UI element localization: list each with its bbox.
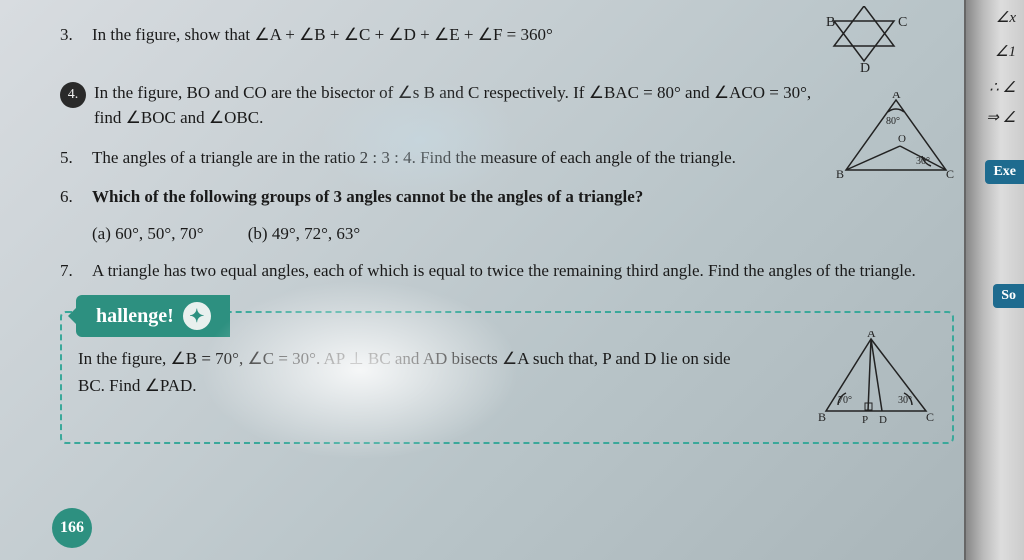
problem-4: 4. In the figure, BO and CO are the bise… — [60, 80, 954, 131]
svg-text:70°: 70° — [838, 395, 852, 406]
challenge-badge: hallenge! ✦ — [76, 295, 230, 337]
svg-text:B: B — [826, 15, 835, 30]
challenge-box: hallenge! ✦ A B C P D 70° 30° In the fig… — [60, 311, 954, 444]
svg-text:B: B — [836, 167, 844, 181]
problem-number-circled: 4. — [60, 82, 86, 108]
problem-number: 7. — [60, 258, 92, 284]
page-number: 166 — [60, 519, 84, 537]
svg-text:P: P — [862, 414, 868, 426]
figure-triangle-bisector: A B C O 80° 30° — [836, 92, 956, 182]
svg-text:C: C — [898, 15, 907, 30]
problem-6-options: (a) 60°, 50°, 70° (b) 49°, 72°, 63° — [92, 224, 954, 244]
option-b: (b) 49°, 72°, 63° — [248, 224, 360, 244]
svg-text:C: C — [946, 167, 954, 181]
svg-text:30°: 30° — [898, 395, 912, 406]
textbook-page: B C D A B C O 80° 30° 3. In the figure, … — [0, 0, 1024, 452]
figure-challenge: A B C P D 70° 30° — [816, 331, 936, 426]
svg-text:D: D — [860, 61, 870, 76]
problem-number: 6. — [60, 184, 92, 210]
svg-text:A: A — [892, 92, 901, 101]
svg-text:O: O — [898, 133, 906, 145]
problem-text: In the figure, BO and CO are the bisecto… — [94, 80, 814, 131]
svg-text:80°: 80° — [886, 116, 900, 127]
problem-number: 5. — [60, 145, 92, 171]
problem-text: Which of the following groups of 3 angle… — [92, 184, 954, 210]
problem-text: A triangle has two equal angles, each of… — [92, 258, 954, 284]
problem-text: The angles of a triangle are in the rati… — [92, 145, 812, 171]
svg-text:30°: 30° — [916, 156, 930, 167]
challenge-badge-label: hallenge! — [96, 300, 174, 332]
problem-number: 3. — [60, 22, 92, 48]
page-number-badge: 166 — [52, 508, 92, 548]
svg-text:B: B — [818, 410, 826, 424]
svg-text:C: C — [926, 410, 934, 424]
problem-5: 5. The angles of a triangle are in the r… — [60, 145, 954, 171]
svg-text:A: A — [867, 331, 876, 340]
globe-icon: ✦ — [180, 299, 214, 333]
option-a: (a) 60°, 50°, 70° — [92, 224, 204, 244]
problem-6: 6. Which of the following groups of 3 an… — [60, 184, 954, 210]
problem-7: 7. A triangle has two equal angles, each… — [60, 258, 954, 284]
figure-star: B C D — [804, 6, 924, 76]
svg-text:D: D — [879, 414, 887, 426]
challenge-text: In the figure, ∠B = 70°, ∠C = 30°. AP ⊥ … — [78, 345, 758, 399]
